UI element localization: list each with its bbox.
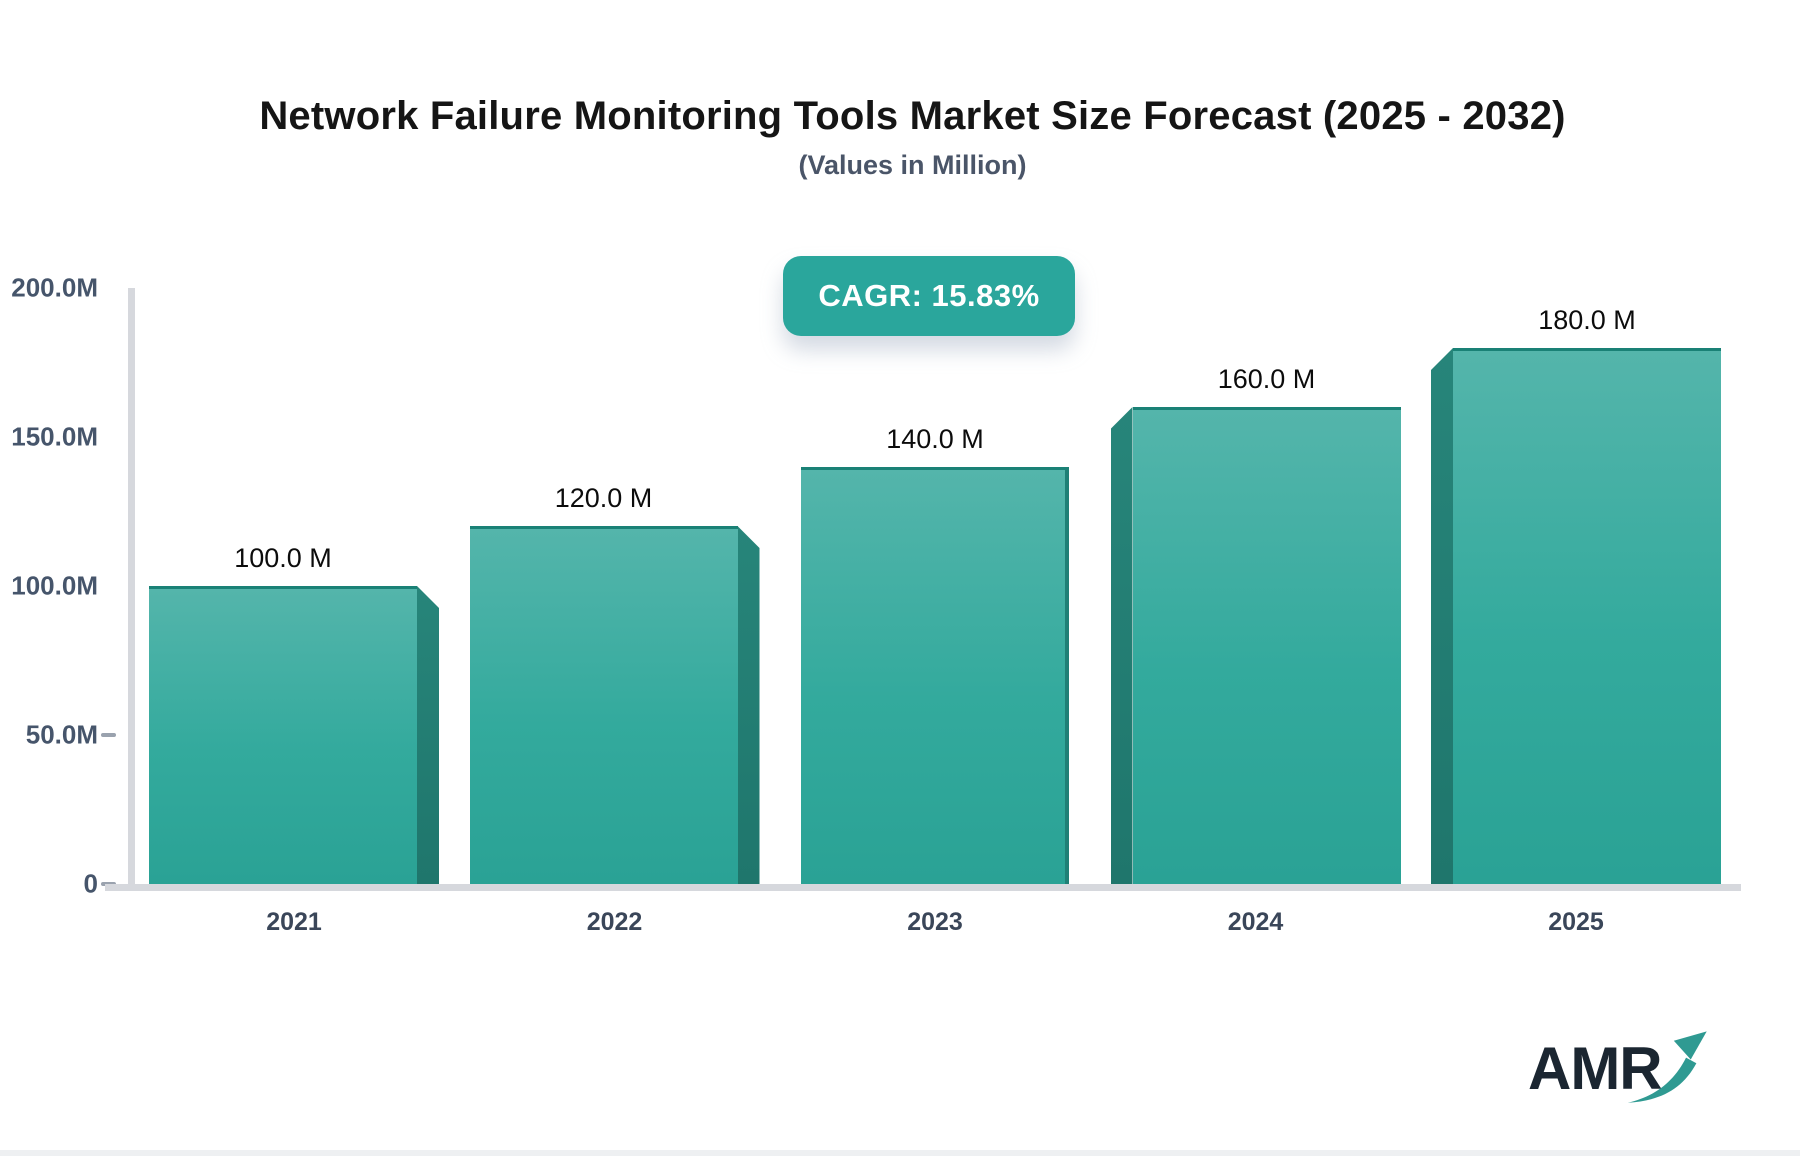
y-axis-ticks: 200.0M 150.0M 100.0M 50.0M 0 — [0, 273, 120, 899]
x-axis-label-2022: 2022 — [586, 908, 643, 936]
cagr-badge: CAGR: 15.83% — [783, 256, 1075, 336]
plot-area: 100.0 M 120.0 M 140.0 M 160.0 M 180.0 M — [125, 288, 1737, 884]
chart-title: Network Failure Monitoring Tools Market … — [259, 94, 1566, 138]
bar-slot-2023: 140.0 M — [790, 424, 1080, 884]
amr-logo-text: AMR — [1528, 1035, 1663, 1102]
x-axis-line — [105, 884, 1741, 891]
bottom-edge-divider — [0, 1150, 1800, 1156]
chart-subtitle: (Values in Million) — [798, 150, 1027, 180]
x-axis-label-2023: 2023 — [907, 908, 963, 936]
bar-value-label: 140.0 M — [886, 424, 984, 454]
bar-value-label: 120.0 M — [554, 483, 653, 513]
y-axis-line — [128, 288, 135, 884]
bar-2022[interactable] — [469, 526, 738, 884]
y-axis-label: 100.0M — [11, 570, 98, 601]
y-axis-label: 200.0M — [11, 272, 98, 303]
bar-slot-2025: 180.0 M — [1431, 305, 1721, 884]
bar-2024[interactable] — [1132, 407, 1401, 884]
bar-slot-2022: 120.0 M — [469, 483, 760, 884]
growth-arrow-icon — [1627, 1031, 1707, 1103]
bar-3d-side — [1110, 407, 1133, 884]
y-tick-dash — [101, 733, 116, 737]
x-axis-label-2025: 2025 — [1548, 908, 1604, 936]
bars-row: 100.0 M 120.0 M 140.0 M 160.0 M 180.0 M — [125, 288, 1737, 884]
x-axis-labels: 2021 2022 2023 2024 2025 — [125, 908, 1737, 937]
bar-2025[interactable] — [1453, 348, 1721, 884]
bar-3d-side — [417, 586, 439, 884]
x-axis-label-2021: 2021 — [266, 908, 322, 936]
bar-value-label: 160.0 M — [1217, 364, 1316, 394]
y-axis-label: 0 — [83, 868, 98, 899]
bar-2023[interactable] — [801, 467, 1069, 884]
y-axis-label: 50.0M — [25, 719, 98, 750]
bar-3d-side — [737, 526, 760, 884]
bar-slot-2021: 100.0 M — [149, 543, 439, 884]
x-axis-label-2024: 2024 — [1227, 908, 1284, 936]
amr-logo: AMR — [1528, 1022, 1718, 1118]
bar-value-label: 100.0 M — [234, 543, 332, 573]
bar-slot-2024: 160.0 M — [1110, 364, 1401, 884]
y-axis-label: 150.0M — [11, 421, 98, 452]
bar-3d-side — [1431, 348, 1453, 884]
bar-2021[interactable] — [149, 586, 417, 884]
bar-value-label: 180.0 M — [1538, 305, 1636, 335]
